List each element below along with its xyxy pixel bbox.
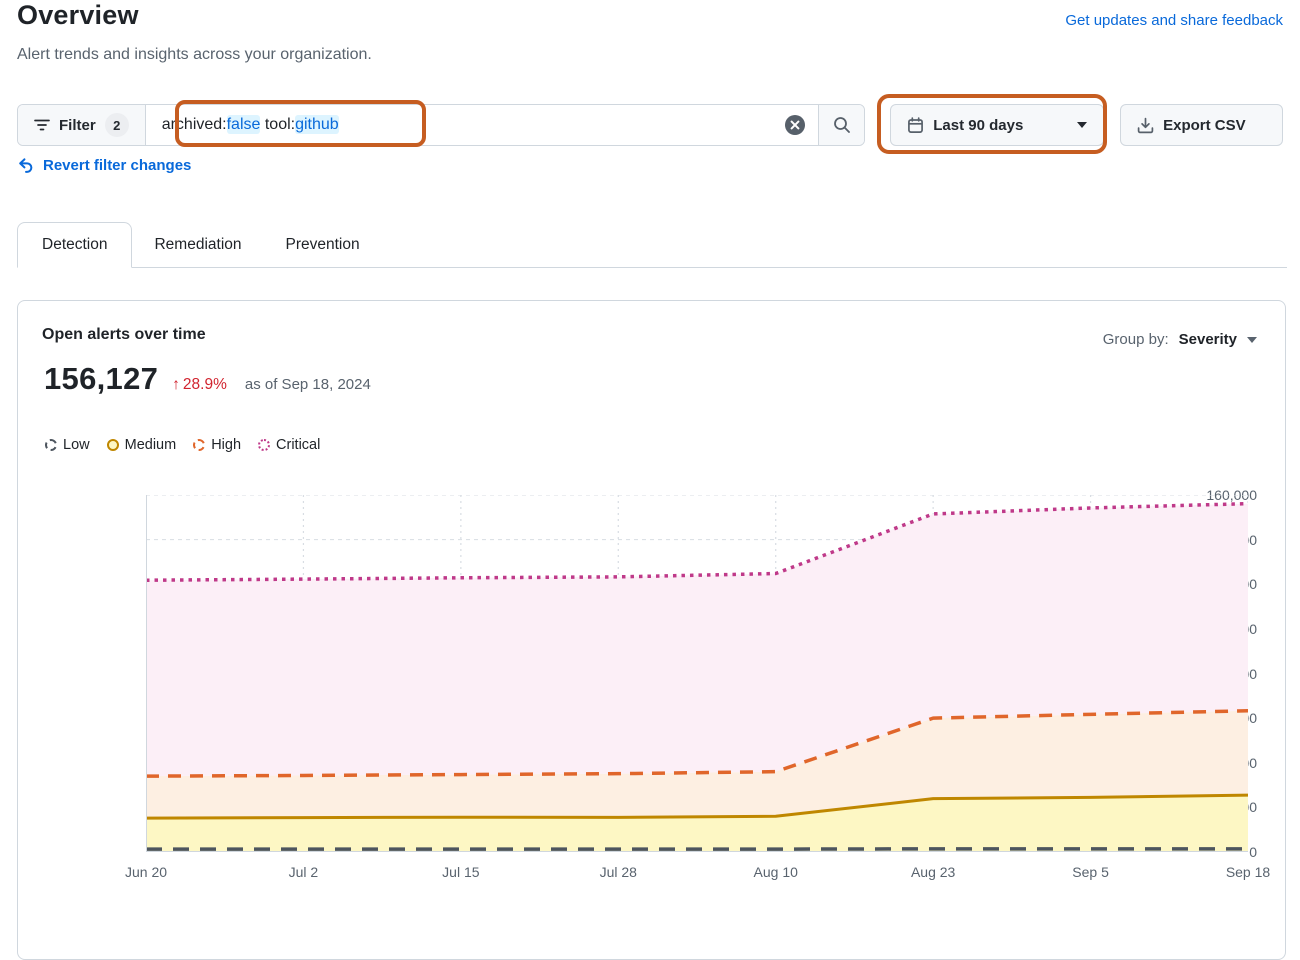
- search-icon: [833, 116, 851, 134]
- legend-label: High: [211, 437, 241, 453]
- legend-item-medium[interactable]: Medium: [107, 437, 177, 453]
- search-query-text: archived:false tool:github: [162, 116, 785, 134]
- x-tick-label: Jul 2: [289, 864, 319, 880]
- open-alerts-card: Open alerts over time Group by: Severity…: [17, 300, 1286, 960]
- group-by-dropdown[interactable]: Group by: Severity: [1103, 331, 1257, 348]
- page-title: Overview: [17, 0, 139, 31]
- filter-button-label: Filter: [59, 117, 96, 134]
- group-by-value: Severity: [1179, 331, 1237, 348]
- search-group: Filter 2 archived:false tool:github: [17, 104, 865, 146]
- date-range-label: Last 90 days: [933, 117, 1023, 134]
- revert-filter-label: Revert filter changes: [43, 157, 191, 174]
- x-tick-label: Jun 20: [125, 864, 167, 880]
- x-tick-label: Sep 18: [1226, 864, 1270, 880]
- filter-button[interactable]: Filter 2: [18, 105, 146, 145]
- x-tick-label: Jul 15: [442, 864, 479, 880]
- legend-label: Low: [63, 437, 90, 453]
- legend-item-critical[interactable]: Critical: [258, 437, 320, 453]
- delta-badge: ↑ 28.9%: [172, 376, 227, 394]
- clear-icon: [784, 114, 806, 136]
- total-open-alerts: 156,127: [44, 361, 158, 397]
- tab-detection[interactable]: Detection: [17, 222, 132, 268]
- filter-count-badge: 2: [105, 113, 129, 137]
- legend-item-high[interactable]: High: [193, 437, 241, 453]
- filter-icon: [34, 117, 50, 133]
- x-tick-label: Aug 23: [911, 864, 955, 880]
- chart-area: 020,00040,00060,00080,000100,000120,0001…: [42, 495, 1257, 887]
- legend-marker-high: [193, 439, 205, 451]
- search-input[interactable]: archived:false tool:github: [146, 105, 819, 145]
- export-csv-label: Export CSV: [1163, 117, 1246, 134]
- calendar-icon: [907, 117, 924, 134]
- legend-marker-medium: [107, 439, 119, 451]
- card-title: Open alerts over time: [42, 326, 206, 344]
- date-range-button[interactable]: Last 90 days: [890, 104, 1104, 146]
- legend-item-low[interactable]: Low: [45, 437, 90, 453]
- query-token-qualifier: tool:: [260, 116, 295, 133]
- as-of-date: as of Sep 18, 2024: [245, 376, 371, 393]
- query-token-value: false: [227, 115, 261, 134]
- chevron-down-icon: [1077, 122, 1087, 128]
- x-tick-label: Jul 28: [600, 864, 637, 880]
- clear-search-button[interactable]: [784, 114, 806, 136]
- query-token-value: github: [295, 115, 339, 134]
- y-tick-label: 0: [1249, 844, 1257, 860]
- stat-row: 156,127 ↑ 28.9% as of Sep 18, 2024: [44, 361, 371, 397]
- legend-marker-low: [45, 439, 57, 451]
- tab-prevention[interactable]: Prevention: [264, 223, 382, 267]
- x-tick-label: Sep 5: [1072, 864, 1109, 880]
- legend-marker-critical: [258, 439, 270, 451]
- query-token-qualifier: archived:: [162, 116, 227, 133]
- legend-label: Medium: [125, 437, 177, 453]
- tab-remediation[interactable]: Remediation: [132, 223, 263, 267]
- export-csv-button[interactable]: Export CSV: [1120, 104, 1283, 146]
- y-axis-labels: 020,00040,00060,00080,000100,000120,0001…: [42, 495, 138, 852]
- chart-legend: Low Medium High Critical: [45, 437, 320, 453]
- delta-value: 28.9%: [183, 376, 227, 394]
- feedback-link[interactable]: Get updates and share feedback: [1065, 12, 1283, 29]
- undo-icon: [17, 157, 34, 174]
- x-tick-label: Aug 10: [754, 864, 798, 880]
- search-submit-button[interactable]: [818, 105, 864, 145]
- group-by-label: Group by:: [1103, 331, 1169, 348]
- filter-toolbar: Filter 2 archived:false tool:github: [17, 104, 1283, 146]
- download-icon: [1137, 117, 1154, 134]
- page-subtitle: Alert trends and insights across your or…: [17, 46, 372, 64]
- revert-filter-link[interactable]: Revert filter changes: [17, 157, 191, 174]
- legend-label: Critical: [276, 437, 320, 453]
- arrow-up-icon: ↑: [172, 376, 180, 394]
- alerts-chart: [146, 495, 1248, 852]
- chevron-down-icon: [1247, 337, 1257, 343]
